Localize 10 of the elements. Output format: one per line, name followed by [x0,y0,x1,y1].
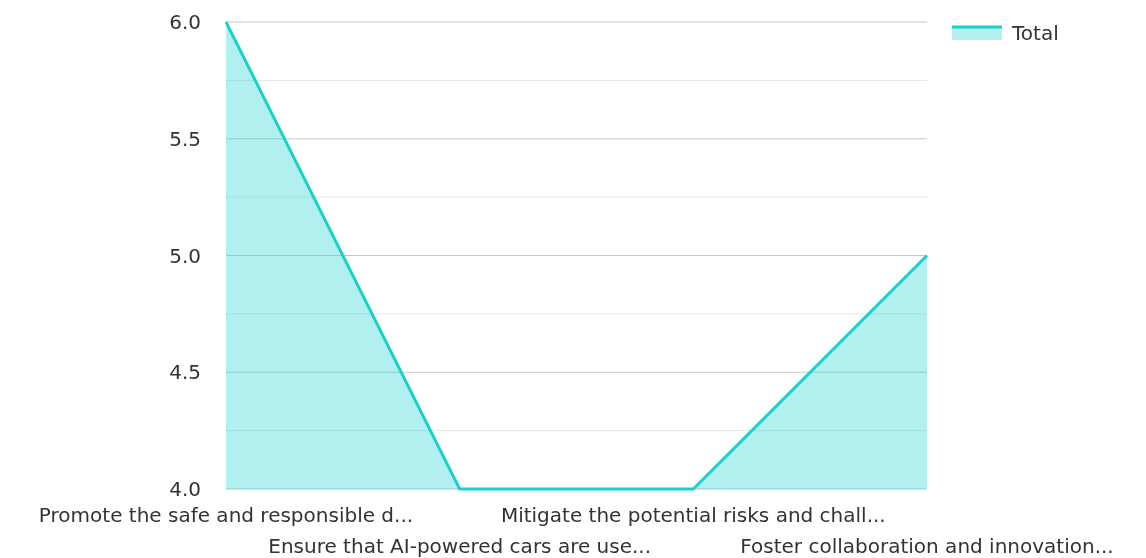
y-tick-label: 5.0 [169,243,201,268]
y-tick-label: 5.5 [169,126,201,151]
x-tick-label: Promote the safe and responsible d... [38,503,414,527]
y-tick-label: 4.5 [169,360,201,385]
y-tick-label: 4.0 [169,477,201,501]
y-tick-label: 6.0 [169,10,201,34]
x-tick-label: Mitigate the potential risks and chall... [500,503,886,527]
legend-label: Total [1011,21,1059,45]
x-tick-label: Ensure that AI-powered cars are use... [268,534,652,558]
x-tick-label: Foster collaboration and innovation... [740,534,1114,558]
